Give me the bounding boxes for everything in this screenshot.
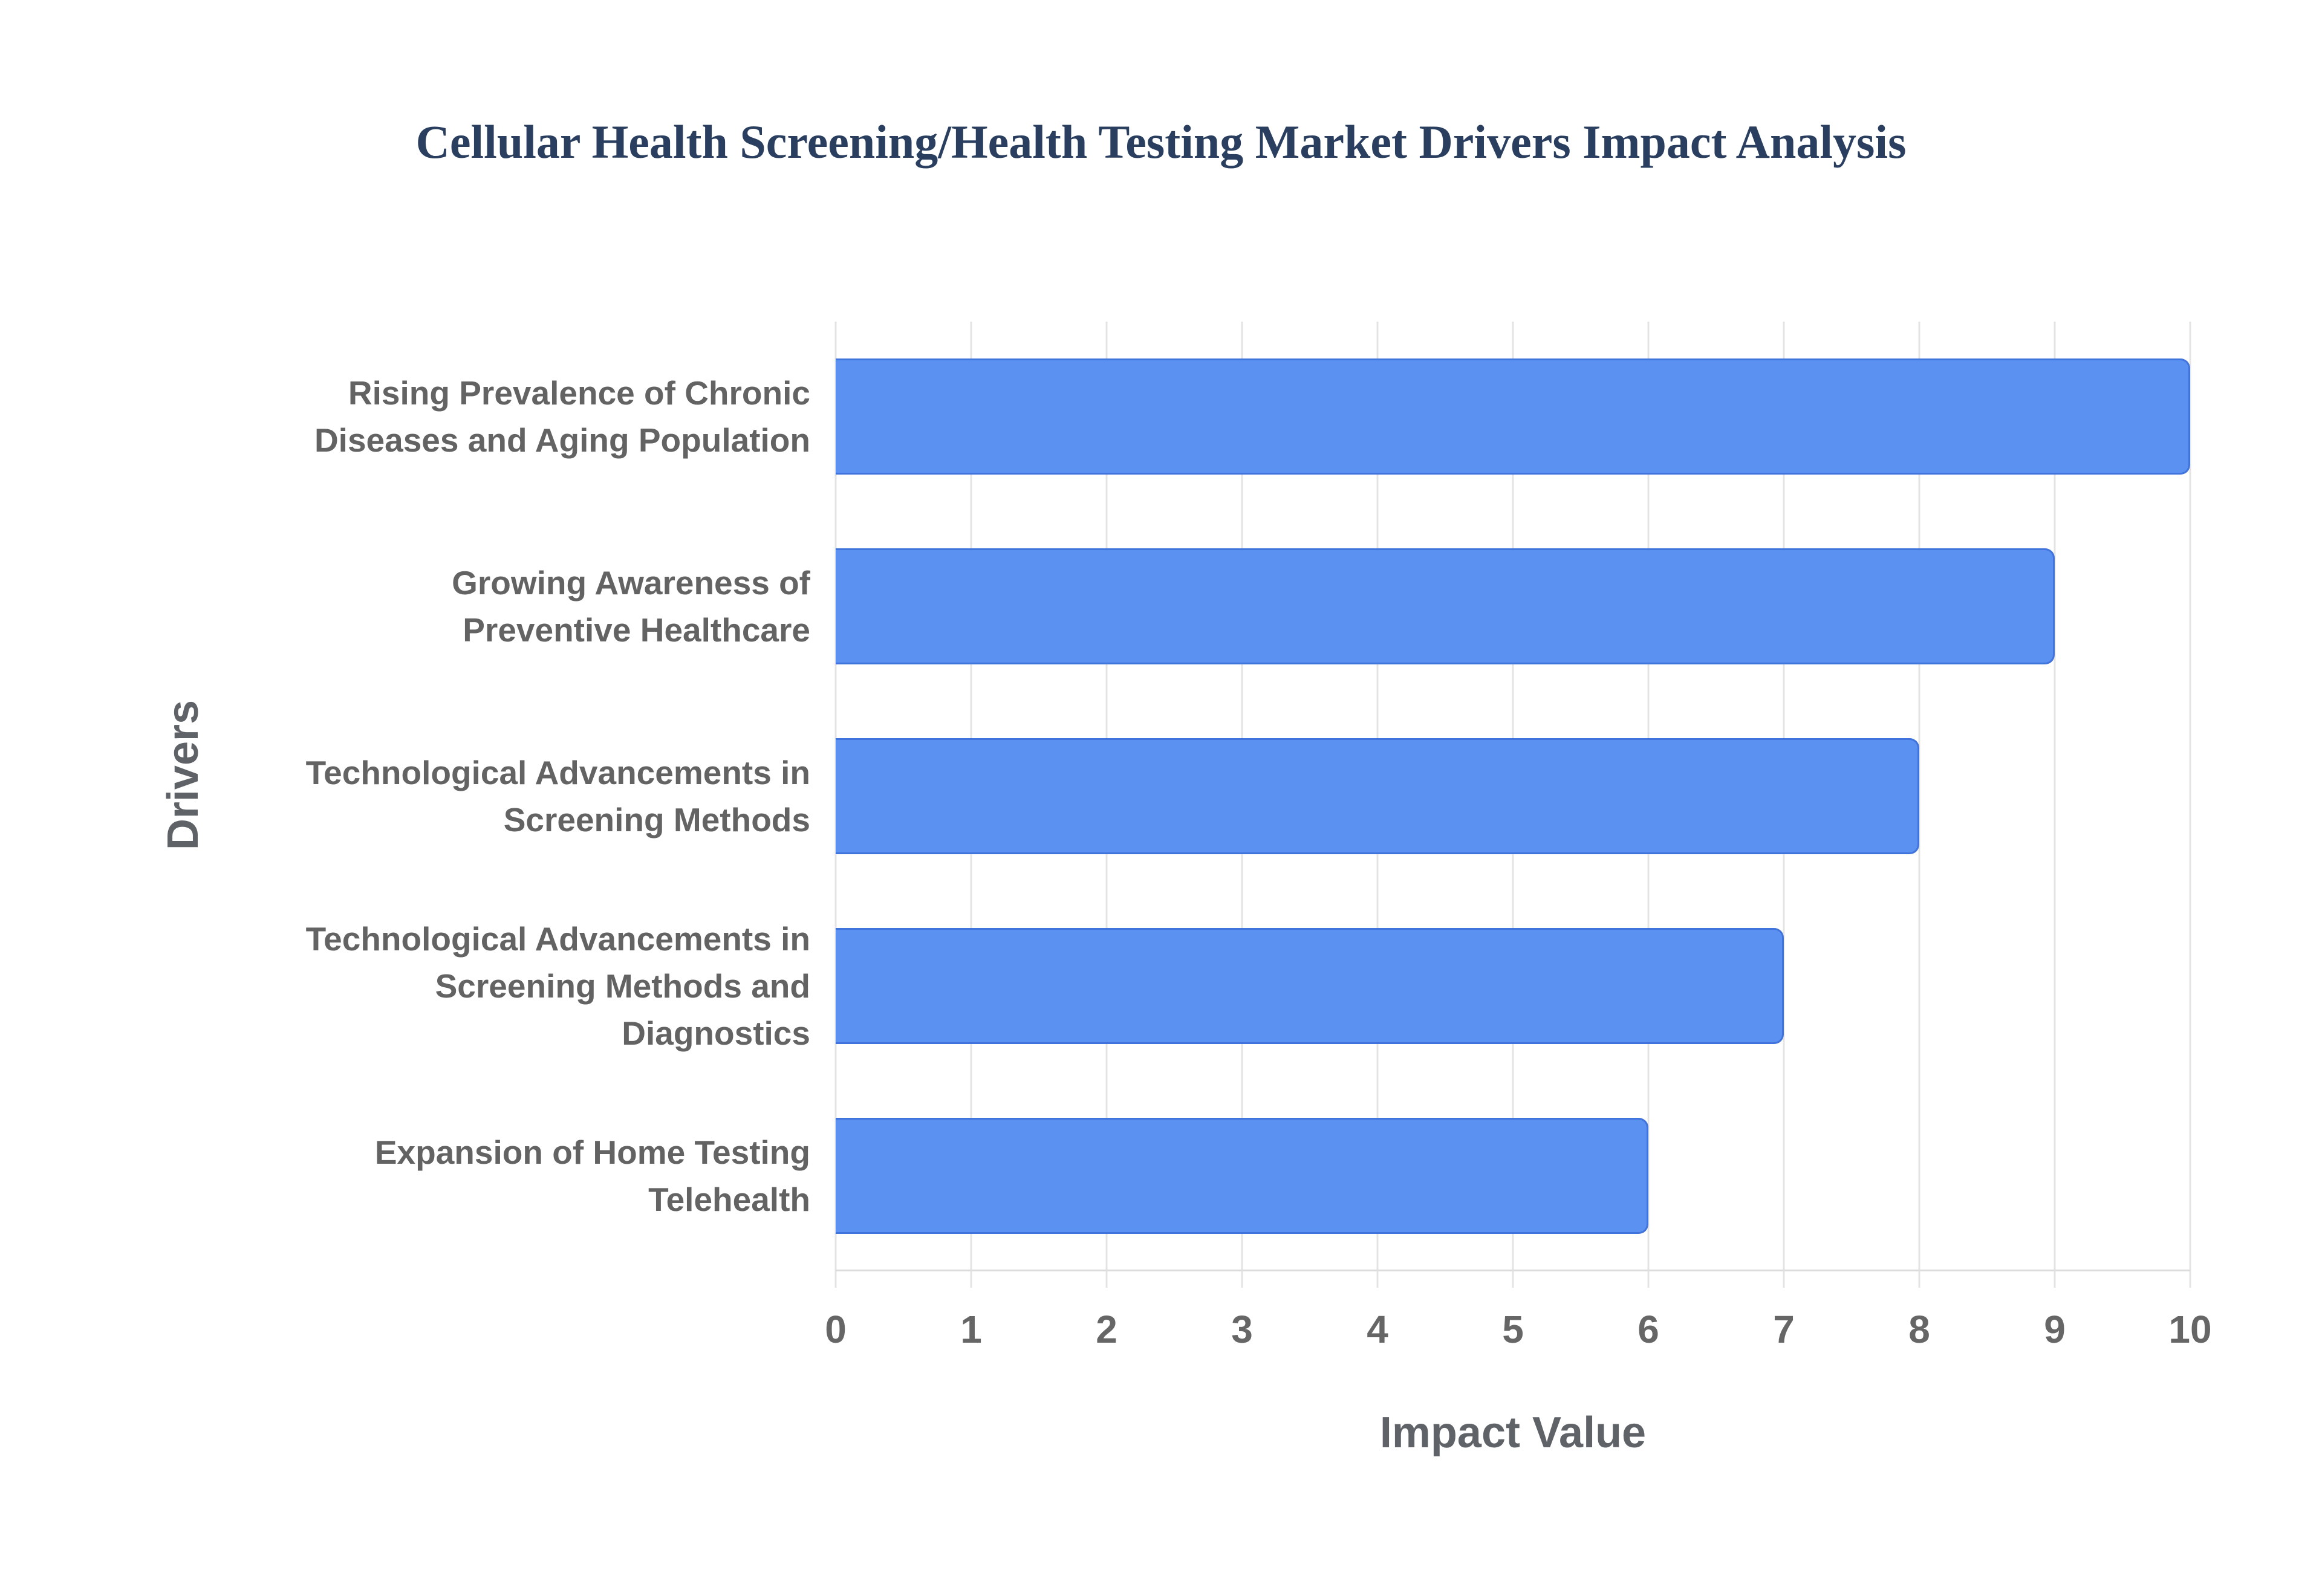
y-category-label-3: Technological Advancements in Screening M…	[85, 915, 810, 1057]
x-tick-label-4: 4	[1367, 1308, 1388, 1351]
gridline-x-9	[2054, 322, 2056, 1288]
bar-4[interactable]	[836, 1118, 1648, 1234]
x-tick-label-3: 3	[1231, 1308, 1253, 1351]
y-category-label-line: Growing Awareness of	[452, 564, 810, 602]
gridline-x-8	[1918, 322, 1920, 1288]
bar-3[interactable]	[836, 928, 1784, 1044]
x-axis-title: Impact Value	[1379, 1409, 1647, 1457]
gridline-x-10	[2189, 322, 2191, 1288]
x-tick-label-10: 10	[2168, 1308, 2212, 1351]
y-category-label-line: Expansion of Home Testing	[374, 1134, 810, 1171]
y-category-label-4: Expansion of Home Testing Telehealth	[85, 1129, 810, 1223]
x-tick-label-5: 5	[1502, 1308, 1524, 1351]
y-category-label-line: Technological Advancements in	[305, 754, 810, 791]
chart-title: Cellular Health Screening/Health Testing…	[415, 115, 1907, 168]
y-category-label-line: Technological Advancements in	[305, 920, 810, 958]
y-category-label-line: Screening Methods	[503, 801, 810, 839]
y-category-label-line: Screening Methods and	[435, 967, 810, 1005]
bar-0[interactable]	[836, 358, 2190, 475]
x-axis-line	[836, 1270, 2190, 1271]
x-tick-label-0: 0	[825, 1308, 847, 1351]
x-tick-label-9: 9	[2044, 1308, 2066, 1351]
y-category-label-0: Rising Prevalence of Chronic Diseases and…	[85, 369, 810, 464]
y-category-label-line: Diagnostics	[622, 1014, 810, 1052]
x-tick-label-1: 1	[960, 1308, 982, 1351]
bar-2[interactable]	[836, 738, 1919, 854]
plot-area	[834, 322, 2191, 1288]
x-tick-label-8: 8	[1908, 1308, 1930, 1351]
x-tick-label-6: 6	[1637, 1308, 1659, 1351]
y-category-label-line: Preventive Healthcare	[463, 611, 810, 649]
y-category-label-line: Rising Prevalence of Chronic	[348, 374, 810, 412]
y-category-label-2: Technological Advancements in Screening M…	[85, 749, 810, 843]
y-category-label-1: Growing Awareness of Preventive Healthcar…	[85, 559, 810, 654]
y-category-label-line: Diseases and Aging Population	[314, 421, 810, 459]
x-tick-label-2: 2	[1096, 1308, 1117, 1351]
x-tick-label-7: 7	[1773, 1308, 1795, 1351]
y-category-label-line: Telehealth	[648, 1181, 810, 1218]
bar-1[interactable]	[836, 548, 2055, 664]
